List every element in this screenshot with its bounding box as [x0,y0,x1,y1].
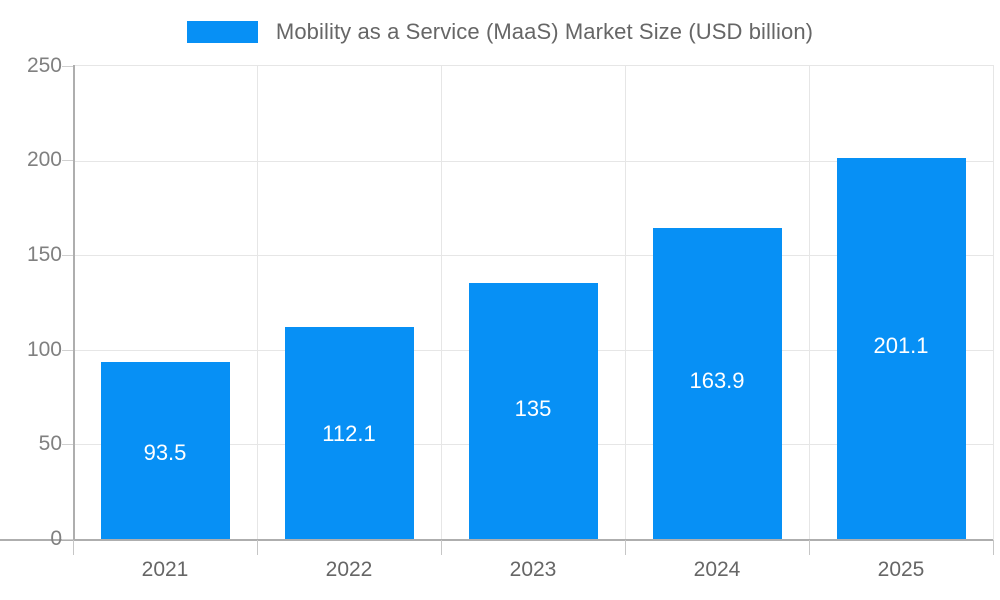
y-tick-mark-0 [62,539,73,540]
gridline-x-1 [257,66,258,540]
y-tick-mark-150 [62,255,73,256]
x-tick-label-2022: 2022 [325,558,373,581]
x-tick-mark-3 [625,540,626,555]
bar-2023[interactable] [469,283,598,539]
legend-entry-maas[interactable]: Mobility as a Service (MaaS) Market Size… [186,19,814,45]
legend-label: Mobility as a Service (MaaS) Market Size… [275,19,814,44]
y-tick-mark-50 [62,444,73,445]
gridline-x-4 [809,66,810,540]
x-tick-mark-1 [257,540,258,555]
gridline-x-3 [625,66,626,540]
bar-2024[interactable] [653,228,782,539]
x-tick-label-2023: 2023 [509,558,557,581]
y-tick-mark-100 [62,350,73,351]
x-tick-mark-4 [809,540,810,555]
x-tick-label-2025: 2025 [877,558,925,581]
y-tick-label-50: 50 [38,432,62,455]
y-tick-label-0: 0 [50,527,62,550]
bar-2021[interactable] [101,362,230,539]
y-tick-label-250: 250 [26,54,62,77]
x-tick-mark-0 [73,540,74,555]
y-tick-label-150: 150 [26,243,62,266]
x-tick-mark-2 [441,540,442,555]
y-axis-line [73,65,75,540]
x-axis-line [0,539,993,541]
chart-legend: Mobility as a Service (MaaS) Market Size… [0,0,1000,64]
gridline-x-2 [441,66,442,540]
y-tick-mark-250 [62,66,73,67]
y-tick-label-200: 200 [26,148,62,171]
x-tick-mark-5 [993,540,994,555]
y-tick-label-100: 100 [26,338,62,361]
legend-swatch-icon [186,21,258,43]
bar-2025[interactable] [837,158,966,539]
x-tick-label-2024: 2024 [693,558,741,581]
gridline-y-150 [73,255,993,256]
x-tick-label-2021: 2021 [141,558,189,581]
bar-2022[interactable] [285,327,414,539]
y-tick-mark-200 [62,160,73,161]
gridline-y-200 [73,161,993,162]
